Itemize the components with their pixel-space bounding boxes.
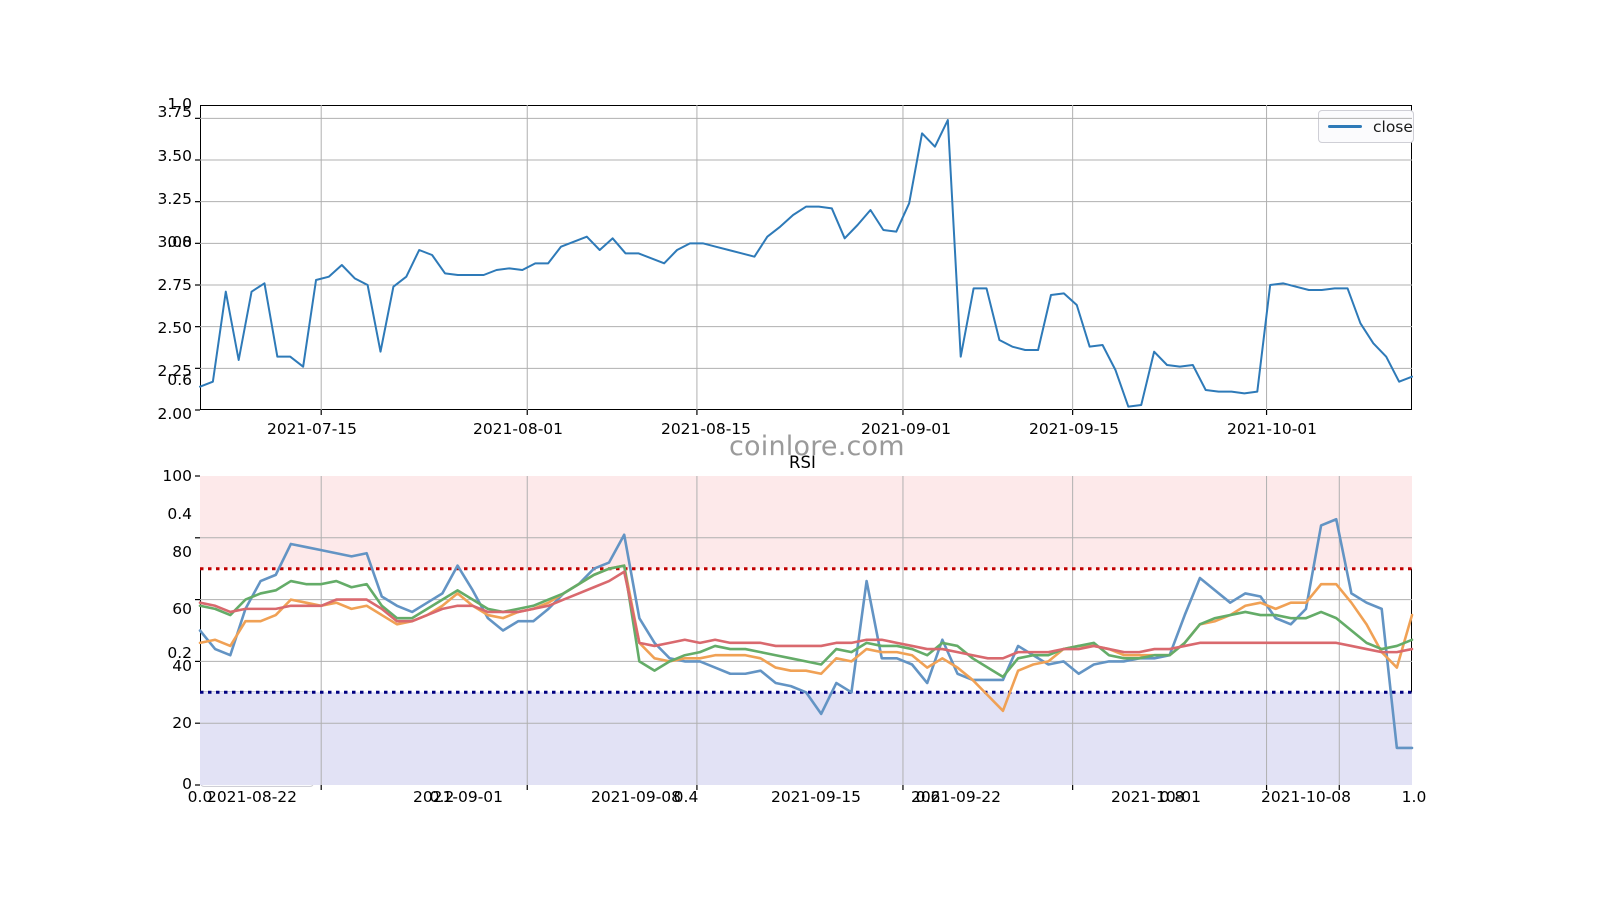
price-xtick-3: 2021-09-01 xyxy=(860,420,952,438)
legend-label-close: close xyxy=(1373,117,1413,136)
legend-label-rsi9: RSI 9 xyxy=(255,698,295,717)
legend-swatch-rsi14-icon xyxy=(210,726,244,731)
rsi-xtick-5: 2021-10-01 xyxy=(1110,788,1202,806)
price-plot-area xyxy=(200,105,1412,410)
price-ytick-2.50: 2.50 xyxy=(157,319,192,337)
rsi-ytick-80: 80 xyxy=(172,543,192,561)
rsi-overlay-xtick-0.2: 0.2 xyxy=(429,788,455,806)
rsi-xtick-6: 2021-10-08 xyxy=(1260,788,1352,806)
price-ytick-3.50: 3.50 xyxy=(157,147,192,165)
rsi-xtick-2: 2021-09-08 xyxy=(590,788,682,806)
rsi-xtick-0: 2021-08-22 xyxy=(206,788,298,806)
price-xtick-2: 2021-08-15 xyxy=(660,420,752,438)
rsi-overlay-xtick-0.4: 0.4 xyxy=(673,788,699,806)
price-overlay-ytick-0.6: 0.6 xyxy=(167,371,192,389)
rsi-plot-area xyxy=(200,476,1412,785)
rsi-overlay-xtick-0.8: 0.8 xyxy=(1159,788,1185,806)
legend-item-close[interactable]: close xyxy=(1328,116,1413,137)
rsi-overlay-ytick-0.4: 0.4 xyxy=(167,505,192,523)
rsi-xtick-3: 2021-09-15 xyxy=(770,788,862,806)
price-overlay-ytick-0.8: 0.8 xyxy=(167,233,192,251)
price-ytick-2.25: 2.25 xyxy=(157,362,192,380)
legend-item-rsi9[interactable]: RSI 9 xyxy=(210,697,304,718)
legend-item-rsi22[interactable]: RSI 22 xyxy=(210,739,305,760)
rsi-overlay-xtick-0.0: 0.0 xyxy=(187,788,213,806)
legend-label-rsi14: RSI 14 xyxy=(255,719,305,738)
legend-swatch-close-icon xyxy=(1328,124,1362,129)
rsi-ytick-0: 0 xyxy=(182,775,192,793)
price-legend[interactable]: close xyxy=(1318,110,1414,143)
price-xtick-0: 2021-07-15 xyxy=(266,420,358,438)
legend-label-rsi42: RSI 42 xyxy=(255,761,305,780)
legend-swatch-rsi42-icon xyxy=(210,768,244,773)
rsi-overlay-xtick-0.6: 0.6 xyxy=(915,788,941,806)
price-ytick-3.00: 3.00 xyxy=(157,233,192,251)
legend-swatch-rsi9-icon xyxy=(210,705,244,710)
rsi-legend[interactable]: RSI 9 RSI 14 RSI 22 RSI 42 xyxy=(200,691,314,787)
watermark: coinlore.com xyxy=(729,431,905,462)
rsi-ytick-20: 20 xyxy=(172,714,192,732)
legend-label-rsi22: RSI 22 xyxy=(255,740,305,759)
price-ytick-3.75: 3.75 xyxy=(157,103,192,121)
price-xtick-4: 2021-09-15 xyxy=(1028,420,1120,438)
price-overlay-ytick-1.0: 1.0 xyxy=(167,95,192,113)
price-ytick-2.75: 2.75 xyxy=(157,276,192,294)
legend-item-rsi14[interactable]: RSI 14 xyxy=(210,718,305,739)
rsi-overlay-xtick-1.0: 1.0 xyxy=(1401,788,1427,806)
price-xtick-5: 2021-10-01 xyxy=(1226,420,1318,438)
price-xtick-1: 2021-08-01 xyxy=(472,420,564,438)
rsi-title: RSI xyxy=(789,453,816,472)
rsi-xtick-1: 2021-09-01 xyxy=(412,788,504,806)
rsi-ytick-60: 60 xyxy=(172,600,192,618)
rsi-ytick-40: 40 xyxy=(172,657,192,675)
legend-swatch-rsi22-icon xyxy=(210,747,244,752)
rsi-ytick-100: 100 xyxy=(162,467,192,485)
price-ytick-2.00: 2.00 xyxy=(157,405,192,423)
price-ytick-3.25: 3.25 xyxy=(157,190,192,208)
rsi-xtick-4: 2021-09-22 xyxy=(910,788,1002,806)
legend-item-rsi42[interactable]: RSI 42 xyxy=(210,760,305,781)
rsi-overlay-ytick-0.2: 0.2 xyxy=(167,644,192,662)
